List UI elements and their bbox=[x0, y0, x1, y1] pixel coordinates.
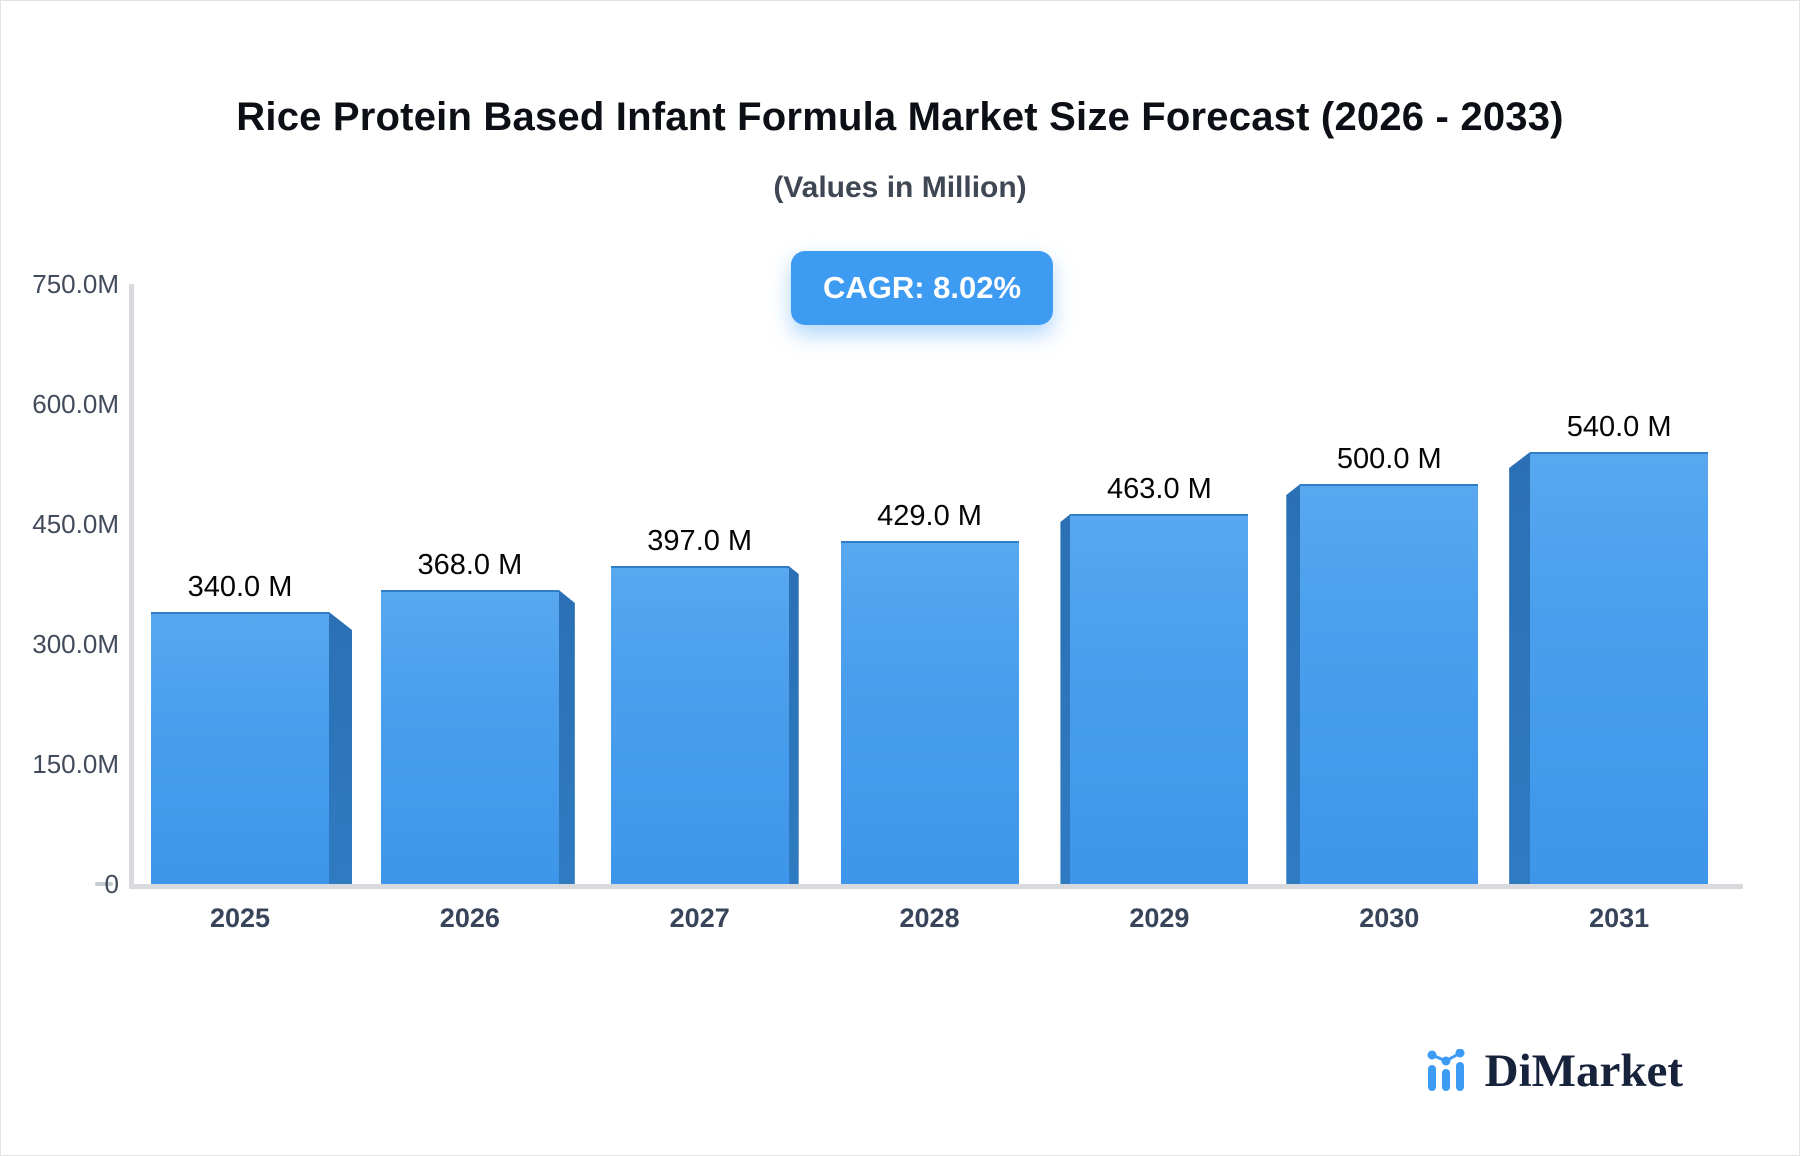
zero-tick-mark bbox=[95, 882, 113, 886]
y-tick-label: 600.0M bbox=[32, 389, 119, 419]
bar-side-panel bbox=[329, 612, 352, 884]
x-tick-label-2025: 2025 bbox=[209, 903, 271, 933]
chart-subtitle: (Values in Million) bbox=[773, 171, 1027, 204]
y-tick-label: 0 bbox=[104, 869, 119, 899]
x-tick-label-2029: 2029 bbox=[1129, 903, 1190, 933]
bar-value-label: 368.0 M bbox=[417, 549, 523, 581]
cagr-badge: CAGR: 8.02% bbox=[790, 251, 1054, 325]
x-tick-label-2031: 2031 bbox=[1589, 903, 1650, 933]
bar-group-2028: 429.0 M 2028 bbox=[824, 284, 1054, 933]
bar-group-2030: 500.0 M 2030 bbox=[1283, 284, 1513, 933]
bar-value-label: 340.0 M bbox=[187, 571, 293, 603]
bar-side-panel bbox=[1286, 484, 1301, 884]
x-axis-baseline bbox=[129, 884, 1743, 889]
bar-2026[interactable] bbox=[380, 590, 559, 884]
y-tick-label: 450.0M bbox=[32, 509, 119, 539]
bar-side-panel bbox=[788, 566, 799, 884]
y-tick-label: 750.0M bbox=[32, 269, 119, 299]
brand-name: DiMarket bbox=[1484, 1045, 1683, 1097]
bar-chart-trend-icon bbox=[1427, 1049, 1465, 1091]
bar-2031[interactable] bbox=[1530, 452, 1709, 884]
y-axis-line bbox=[129, 284, 134, 889]
bar-value-label: 397.0 M bbox=[647, 525, 753, 557]
x-tick-label-2030: 2030 bbox=[1359, 903, 1420, 933]
bar-side-panel bbox=[558, 590, 575, 884]
x-tick-label-2028: 2028 bbox=[899, 903, 960, 933]
bar-value-label: 540.0 M bbox=[1566, 411, 1672, 443]
bar-group-2026: 368.0 M 2026 bbox=[364, 284, 594, 933]
x-tick-label-2027: 2027 bbox=[669, 903, 730, 933]
bar-group-2025: 340.0 M 2025 bbox=[134, 284, 364, 933]
brand-logo: DiMarket bbox=[1425, 1045, 1683, 1097]
bar-group-2031: 540.0 M 2031 bbox=[1509, 284, 1743, 933]
bar-value-label: 429.0 M bbox=[877, 500, 982, 532]
bar-2030[interactable] bbox=[1300, 484, 1479, 884]
bar-2025[interactable] bbox=[151, 612, 329, 884]
bar-2029[interactable] bbox=[1070, 514, 1249, 884]
bar-side-panel bbox=[1060, 514, 1071, 884]
y-tick-label: 300.0M bbox=[32, 629, 119, 659]
chart-title: Rice Protein Based Infant Formula Market… bbox=[236, 95, 1564, 139]
bar-2027[interactable] bbox=[610, 566, 789, 884]
bar-2028[interactable] bbox=[840, 541, 1019, 884]
bar-value-label: 500.0 M bbox=[1336, 443, 1442, 475]
x-tick-label-2026: 2026 bbox=[439, 903, 500, 933]
bar-group-2027: 397.0 M 2027 bbox=[594, 284, 824, 933]
bar-value-label: 463.0 M bbox=[1107, 473, 1212, 505]
y-tick-label: 150.0M bbox=[32, 749, 119, 779]
bar-group-2029: 463.0 M 2029 bbox=[1053, 284, 1283, 933]
bar-side-panel bbox=[1509, 452, 1531, 884]
